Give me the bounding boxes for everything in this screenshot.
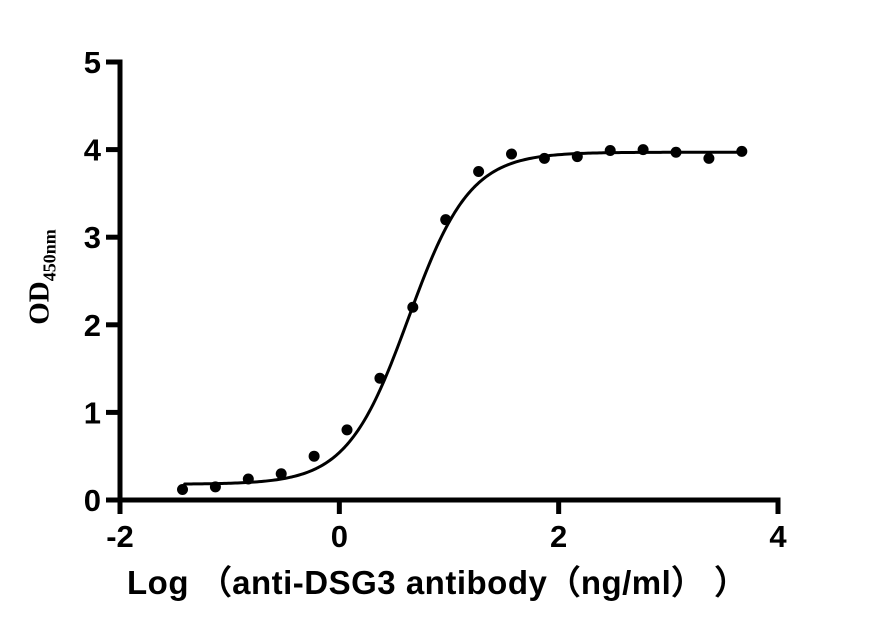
data-point <box>407 301 419 313</box>
y-tick-label: 3 <box>84 220 101 255</box>
x-tick-label: 2 <box>550 519 567 554</box>
data-point <box>242 473 254 485</box>
y-tick-label: 4 <box>84 133 102 168</box>
y-tick-label: 1 <box>84 395 101 430</box>
x-axis-title: Log （anti-DSG3 antibody（ng/ml） ） <box>127 564 748 601</box>
fit-curve <box>183 150 744 486</box>
data-point <box>440 214 452 226</box>
data-point <box>703 152 715 164</box>
data-point <box>736 145 748 157</box>
data-point <box>275 468 287 480</box>
y-tick-label: 0 <box>84 483 101 518</box>
data-point <box>473 166 485 177</box>
y-axis-title-subscript: 450nm <box>39 229 60 282</box>
data-point <box>341 424 353 436</box>
data-point <box>538 152 550 164</box>
data-point <box>209 481 221 493</box>
data-point <box>506 148 518 160</box>
data-point <box>604 144 616 156</box>
y-axis-title-main: OD <box>23 281 56 325</box>
axis-spine <box>117 59 781 503</box>
data-point <box>308 450 320 462</box>
data-point <box>571 151 583 163</box>
y-tick-label: 2 <box>84 308 101 343</box>
y-axis-title: OD450nm <box>23 229 60 325</box>
x-tick-label: -2 <box>106 519 134 554</box>
x-tick-label: 0 <box>331 519 348 554</box>
data-point <box>637 144 649 156</box>
data-point <box>374 372 386 384</box>
data-point <box>177 483 189 495</box>
data-point <box>670 146 682 158</box>
x-tick-label: 4 <box>769 519 787 554</box>
y-tick-label: 5 <box>84 45 101 80</box>
